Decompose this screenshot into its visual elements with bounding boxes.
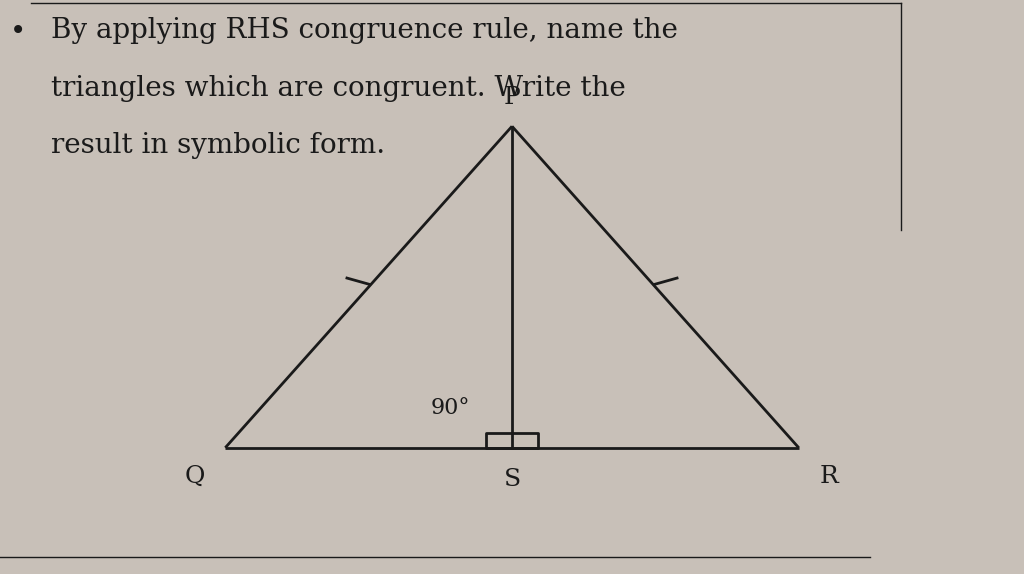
Text: R: R bbox=[820, 465, 839, 488]
Text: triangles which are congruent. Write the: triangles which are congruent. Write the bbox=[51, 75, 626, 102]
Text: S: S bbox=[504, 468, 520, 491]
Text: •: • bbox=[10, 17, 27, 45]
Text: result in symbolic form.: result in symbolic form. bbox=[51, 132, 385, 159]
Text: Q: Q bbox=[184, 465, 205, 488]
Text: By applying RHS congruence rule, name the: By applying RHS congruence rule, name th… bbox=[51, 17, 678, 44]
Text: P: P bbox=[504, 86, 520, 109]
Text: 90°: 90° bbox=[431, 397, 470, 418]
